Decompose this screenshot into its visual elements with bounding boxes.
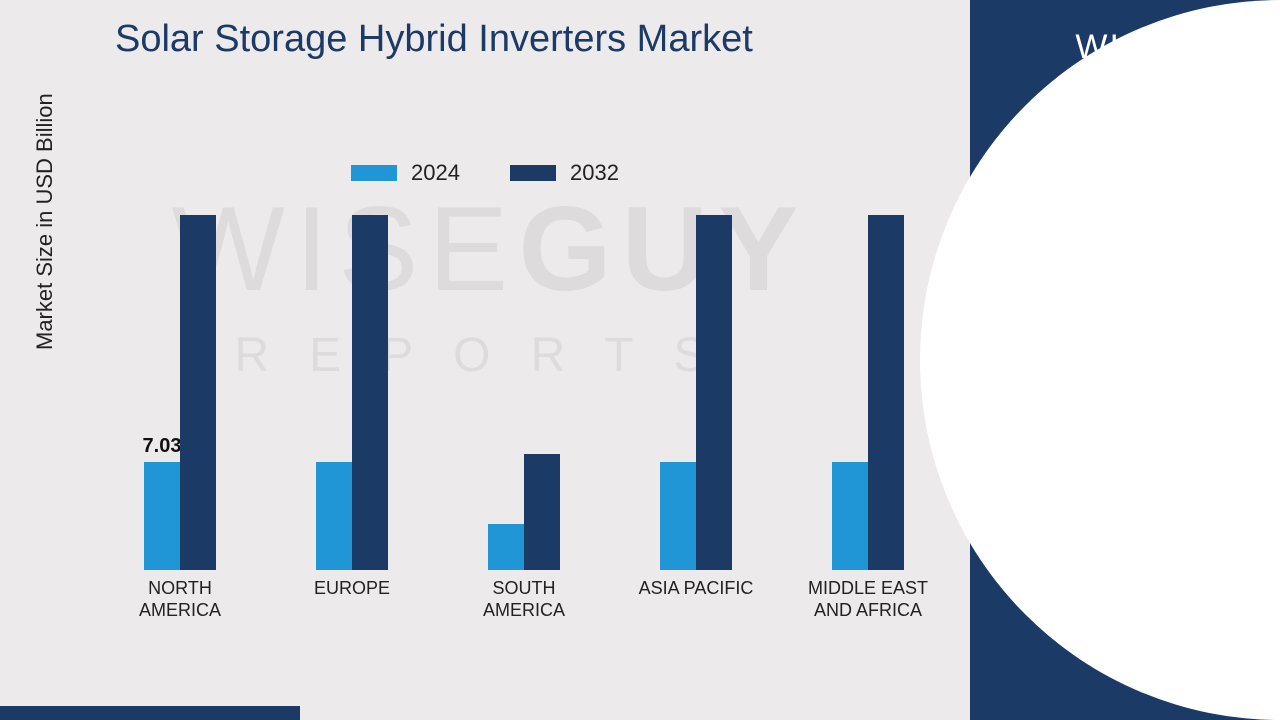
brand-head-icon <box>1212 22 1258 78</box>
bar-2024 <box>832 462 868 570</box>
brand-name-part1: WISE <box>1075 28 1170 66</box>
footer-accent <box>0 706 300 720</box>
legend-swatch-2024 <box>351 165 397 181</box>
plot-area: 7.03NORTH AMERICAEUROPESOUTH AMERICAASIA… <box>90 200 950 570</box>
x-axis-label: SOUTH AMERICA <box>454 578 594 621</box>
legend-label-2024: 2024 <box>411 160 460 186</box>
legend-label-2032: 2032 <box>570 160 619 186</box>
bar-2032 <box>352 215 388 570</box>
bar-2032 <box>696 215 732 570</box>
x-axis-label: EUROPE <box>282 578 422 600</box>
bar-2024 <box>660 462 696 570</box>
x-axis-label: NORTH AMERICA <box>110 578 250 621</box>
legend-item-2032: 2032 <box>510 160 619 186</box>
legend-swatch-2032 <box>510 165 556 181</box>
bar-2032 <box>180 215 216 570</box>
bar-value-label: 7.03 <box>143 435 182 458</box>
bar-2032 <box>868 215 904 570</box>
x-axis-label: ASIA PACIFIC <box>626 578 766 600</box>
chart-container: Solar Storage Hybrid Inverters Market WI… <box>0 0 970 720</box>
bar-2024: 7.03 <box>144 462 180 570</box>
y-axis-label: Market Size in USD Billion <box>32 93 58 350</box>
brand-logo: WISEGUY REPORTS <box>1075 28 1250 79</box>
legend-item-2024: 2024 <box>351 160 460 186</box>
legend: 2024 2032 <box>0 160 970 186</box>
x-axis-label: MIDDLE EAST AND AFRICA <box>798 578 938 621</box>
chart-title: Solar Storage Hybrid Inverters Market <box>115 18 755 62</box>
bar-2024 <box>488 524 524 570</box>
bar-2024 <box>316 462 352 570</box>
bar-2032 <box>524 454 560 570</box>
